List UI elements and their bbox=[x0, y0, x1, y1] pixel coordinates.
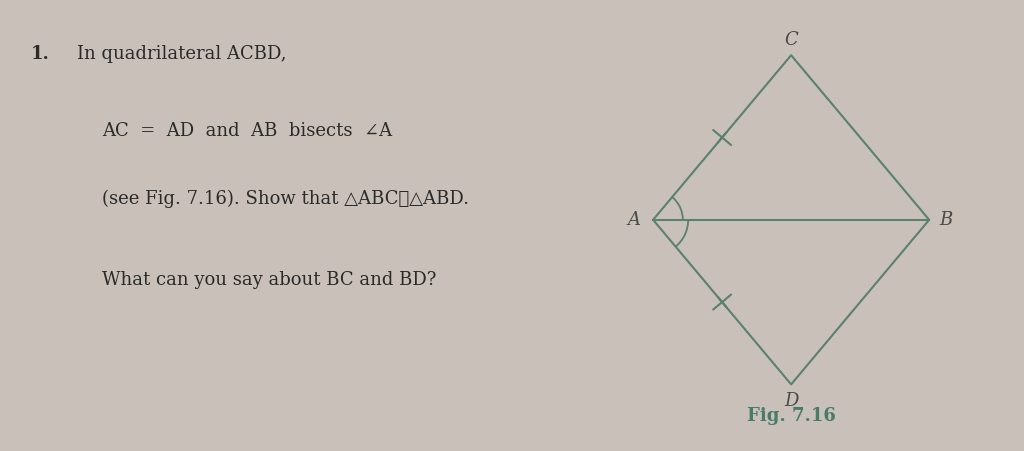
Text: In quadrilateral ACBD,: In quadrilateral ACBD, bbox=[77, 45, 287, 63]
Text: Fig. 7.16: Fig. 7.16 bbox=[746, 407, 836, 425]
Text: A: A bbox=[628, 211, 640, 229]
Text: B: B bbox=[940, 211, 952, 229]
Text: AC  =  AD  and  AB  bisects  ∠A: AC = AD and AB bisects ∠A bbox=[102, 122, 392, 140]
Text: D: D bbox=[784, 392, 799, 410]
Text: C: C bbox=[784, 31, 798, 49]
Text: What can you say about BC and BD?: What can you say about BC and BD? bbox=[102, 271, 437, 289]
Text: (see Fig. 7.16). Show that △ABC≅△ABD.: (see Fig. 7.16). Show that △ABC≅△ABD. bbox=[102, 189, 469, 207]
Text: 1.: 1. bbox=[31, 45, 49, 63]
